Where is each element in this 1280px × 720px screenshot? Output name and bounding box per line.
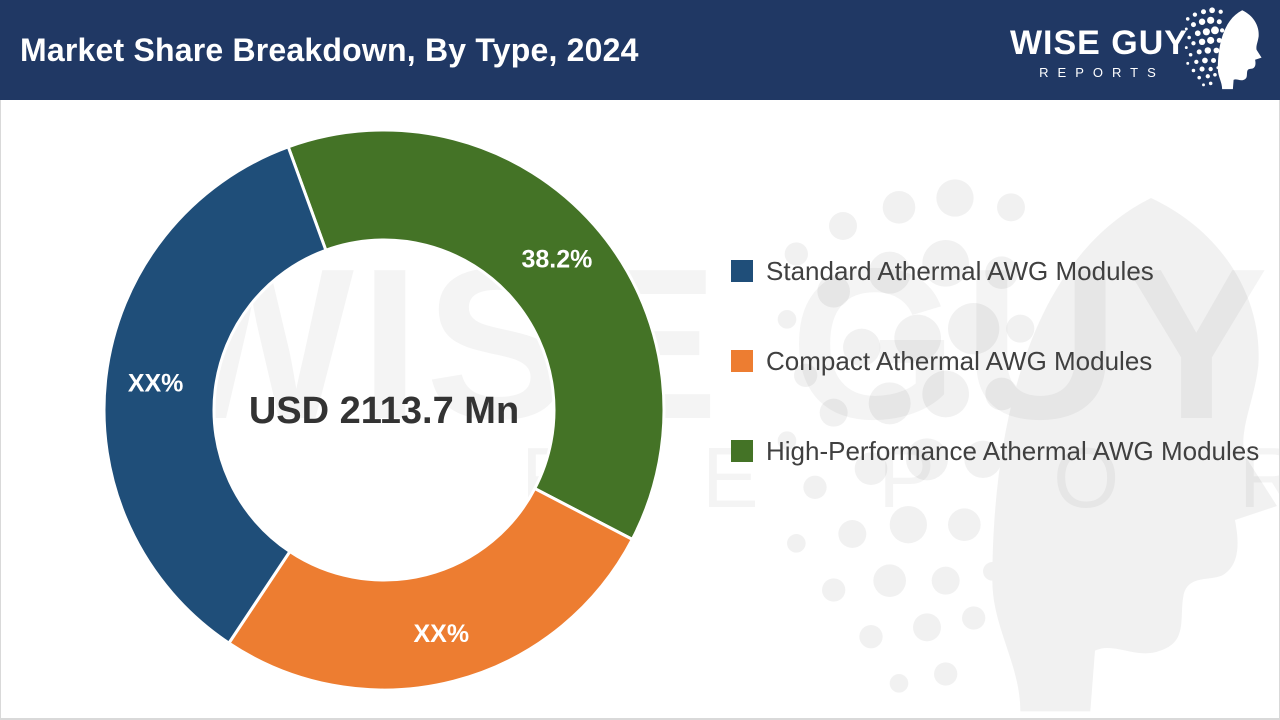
watermark-face-icon: [759, 170, 1279, 718]
chart-legend: Standard Athermal AWG Modules Compact Ath…: [731, 256, 1259, 466]
watermark-wise-guy: WISE GUY: [151, 220, 1274, 468]
logo-reports-text: REPORTS: [1039, 65, 1165, 80]
pie-slice: [102, 144, 328, 646]
legend-item: High-Performance Athermal AWG Modules: [731, 436, 1259, 466]
logo-text: WISE GUY REPORTS: [1010, 24, 1188, 80]
pie-slice: [286, 128, 666, 542]
legend-label: High-Performance Athermal AWG Modules: [766, 435, 1260, 466]
legend-swatch-icon: [731, 260, 753, 282]
donut-chart: 38.2% XX% XX% USD 2113.7 Mn: [84, 110, 684, 710]
legend-swatch-icon: [731, 440, 753, 462]
pie-slice-label: XX%: [413, 620, 469, 648]
legend-item: Standard Athermal AWG Modules: [731, 256, 1259, 286]
wise-guy-reports-logo: WISE GUY REPORTS: [1010, 6, 1268, 94]
page-title: Market Share Breakdown, By Type, 2024: [20, 31, 639, 68]
header-bar: Market Share Breakdown, By Type, 2024 WI…: [0, 0, 1280, 100]
legend-label: Compact Athermal AWG Modules: [766, 345, 1153, 376]
pie-slice-label: XX%: [128, 370, 184, 398]
pie-slice-label: 38.2%: [522, 245, 593, 273]
logo-wise-guy-text: WISE GUY: [1009, 24, 1188, 62]
legend-item: Compact Athermal AWG Modules: [731, 346, 1259, 376]
legend-swatch-icon: [731, 350, 753, 372]
dotted-face-icon: [1182, 6, 1268, 92]
pie-slice: [226, 486, 635, 692]
legend-label: Standard Athermal AWG Modules: [766, 255, 1154, 286]
chart-canvas: WISE GUY R E P O R T S 38.2%XX%XX% USD 2…: [0, 100, 1280, 720]
donut-center-value: USD 2113.7 Mn: [249, 390, 519, 432]
